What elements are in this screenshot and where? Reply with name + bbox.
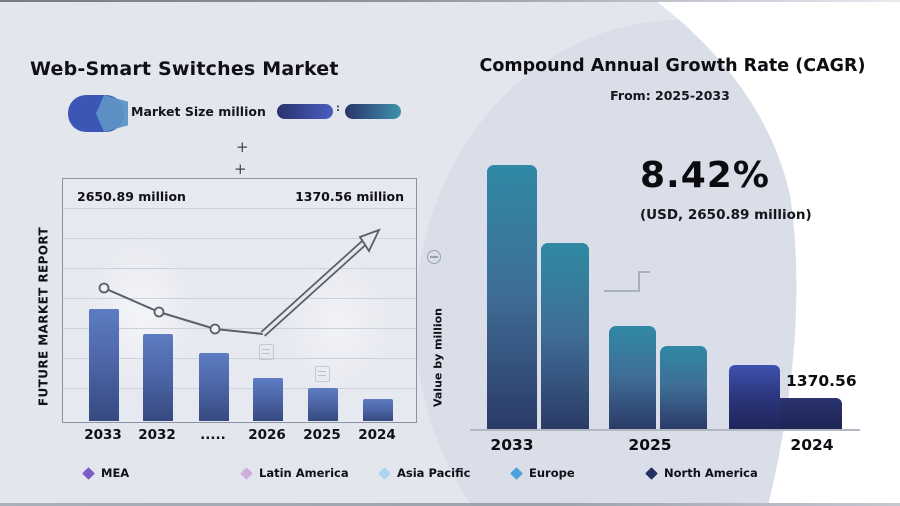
x-label: 2033 (490, 436, 534, 454)
plus-mark-icon: + (234, 160, 247, 178)
legend-label: North America (664, 466, 758, 480)
cagr-bar-2025-a (609, 326, 656, 430)
x-label: 2033 (84, 427, 122, 443)
database-icon-facet (96, 95, 128, 132)
x-label: ..... (200, 427, 226, 443)
document-icon (259, 344, 274, 360)
bar-2032 (143, 334, 173, 421)
legend-label: Europe (529, 466, 575, 480)
x-label: 2026 (248, 427, 286, 443)
cagr-bar-2024-a (729, 365, 780, 430)
legend-item-europe: Europe (510, 466, 575, 480)
line-marker (153, 306, 165, 318)
arrow-head (358, 228, 381, 253)
trend-line-overlay (98, 228, 381, 337)
bar-dots (199, 353, 229, 421)
legend-item-mea: MEA (82, 466, 130, 480)
cagr-percentage: 8.42% (640, 155, 770, 196)
gridline (63, 358, 416, 359)
cagr-bar-2025-b (660, 346, 707, 430)
cagr-reference-value: (USD, 2650.89 million) (640, 207, 812, 223)
legend-item-north-america: North America (645, 466, 758, 480)
bar-2024 (363, 399, 393, 421)
legend-label: Asia Pacific (397, 466, 471, 480)
document-icon (315, 366, 330, 382)
minus-circle-icon (427, 250, 441, 264)
line-marker (98, 282, 110, 294)
gridline (63, 388, 416, 389)
x-label: 2032 (138, 427, 176, 443)
legend-diamond-icon (378, 466, 391, 480)
legend-diamond-icon (510, 466, 523, 480)
y-axis-label: Value by million (431, 307, 445, 408)
cagr-bar-2024-b (780, 398, 842, 430)
market-size-chart: 2650.89 million 1370.56 million (62, 178, 417, 423)
x-label: 2025 (303, 427, 341, 443)
legend-diamond-icon (82, 466, 95, 480)
gridline (63, 268, 416, 269)
cagr-subtitle: From: 2025-2033 (610, 88, 730, 103)
pill-separator: : (336, 103, 340, 114)
gridline (63, 328, 416, 329)
gridline (63, 208, 416, 209)
cagr-axis-line (470, 429, 860, 431)
legend-label: Latin America (259, 466, 349, 480)
bar-2026 (253, 378, 283, 421)
bottom-border-line (0, 503, 900, 506)
brand-watermark-vertical: FUTURE MARKET REPORT (36, 226, 51, 407)
cagr-title: Compound Annual Growth Rate (CAGR) (479, 56, 866, 76)
legend-item-asia-pacific: Asia Pacific (378, 466, 471, 480)
bar-2033 (89, 309, 119, 421)
cagr-bar-2033-a (487, 165, 537, 430)
x-label: 2024 (790, 436, 834, 454)
left-chart-x-axis: 2033 2032 ..... 2026 2025 2024 (62, 427, 415, 445)
bar-2025 (308, 388, 338, 421)
market-size-label: Market Size million (131, 104, 266, 119)
top-border-line (0, 0, 900, 2)
legend-diamond-icon (645, 466, 658, 480)
cagr-bar-2033-b (541, 243, 589, 430)
gridline (63, 298, 416, 299)
cagr-2024-value-label: 1370.56 (786, 372, 857, 390)
value-label-2033: 2650.89 million (77, 189, 186, 204)
step-line-decoration (604, 271, 650, 292)
legend-label: MEA (101, 466, 130, 480)
legend-diamond-icon (240, 466, 253, 480)
legend-item-latin-america: Latin America (240, 466, 349, 480)
value-label-2024: 1370.56 million (295, 189, 404, 204)
x-label: 2025 (628, 436, 672, 454)
gradient-pill-right (345, 104, 401, 119)
gridline (63, 238, 416, 239)
page-title: Web-Smart Switches Market (30, 58, 339, 80)
plus-mark-icon: + (236, 138, 249, 156)
x-label: 2024 (358, 427, 396, 443)
line-marker (209, 323, 221, 335)
gradient-pill-left (277, 104, 333, 119)
